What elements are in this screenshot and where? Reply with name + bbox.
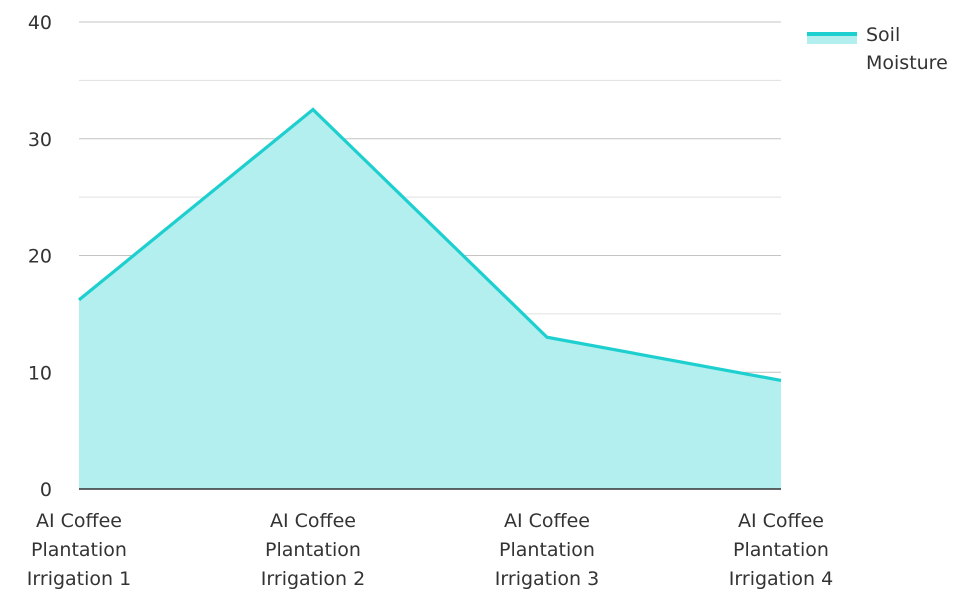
- y-tick-label: 40: [28, 12, 52, 34]
- legend-label: Soil Moisture: [866, 24, 948, 74]
- legend-swatch-fill: [807, 34, 857, 44]
- area-fill-soil-moisture: [79, 109, 781, 489]
- x-tick-label: AI Coffee Plantation Irrigation 3: [495, 510, 599, 590]
- axis-layer: 0 10 20 30 40 AI Coffee Plantation Irrigation 1…: [27, 12, 833, 590]
- y-tick-label: 30: [28, 129, 52, 151]
- y-tick-label: 10: [28, 362, 52, 384]
- y-tick-label: 20: [28, 246, 52, 268]
- area-layer: [79, 109, 781, 489]
- line-layer: [77, 107, 782, 382]
- legend: Soil Moisture: [807, 24, 948, 74]
- y-tick-label: 0: [40, 479, 52, 501]
- series-line-soil-moisture: [77, 107, 782, 382]
- x-tick-label: AI Coffee Plantation Irrigation 1: [27, 510, 131, 590]
- x-tick-label: AI Coffee Plantation Irrigation 2: [261, 510, 365, 590]
- x-tick-label: AI Coffee Plantation Irrigation 4: [729, 510, 833, 590]
